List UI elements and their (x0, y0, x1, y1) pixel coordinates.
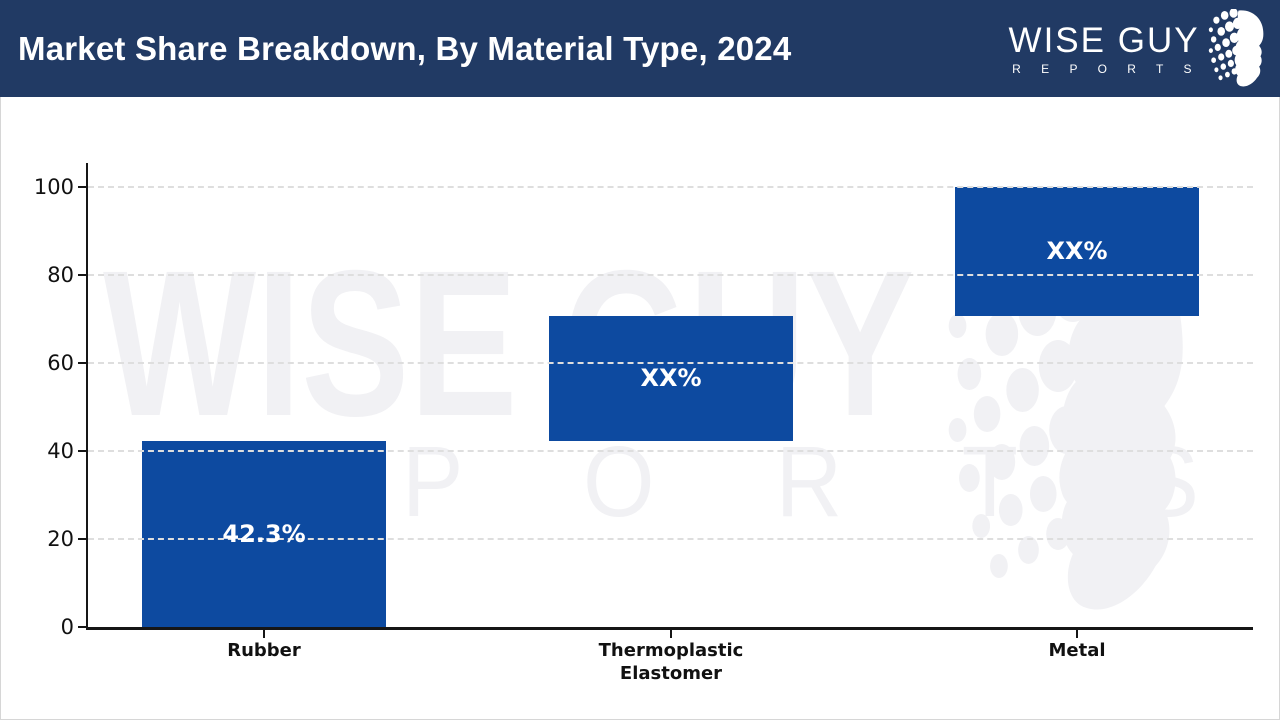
brand-logo: WISE GUY R E P O R T S (1008, 8, 1266, 89)
grid-line (88, 186, 1253, 188)
x-tick-mark (263, 630, 265, 638)
x-tick-mark (670, 630, 672, 638)
y-tick-mark (78, 274, 86, 276)
header-bar: Market Share Breakdown, By Material Type… (0, 0, 1280, 97)
brand-subtitle: R E P O R T S (1012, 61, 1200, 76)
y-tick-mark (78, 450, 86, 452)
grid-line (88, 274, 1253, 276)
y-tick-mark (78, 626, 86, 628)
y-tick-label: 0 (60, 615, 74, 639)
bar-rubber (142, 440, 386, 627)
bar-thermoplastic-elastomer (549, 315, 793, 441)
bar-value-label: XX% (1046, 237, 1108, 266)
bar-value-label: XX% (640, 364, 702, 393)
x-axis-line (86, 627, 1253, 630)
x-tick-label: Thermoplastic Elastomer (598, 640, 744, 684)
x-tick-mark (1076, 630, 1078, 638)
x-tick-label: Rubber (227, 640, 301, 661)
page-title: Market Share Breakdown, By Material Type… (18, 29, 792, 67)
brand-dotted-head-icon (1208, 8, 1264, 87)
brand-logo-text: WISE GUY R E P O R T S (1008, 23, 1200, 75)
y-tick-mark (78, 186, 86, 188)
y-tick-mark (78, 362, 86, 364)
y-tick-label: 60 (47, 351, 74, 375)
bar-value-label: 42.3% (222, 519, 306, 548)
y-tick-label: 40 (47, 439, 74, 463)
y-axis-line (86, 163, 88, 630)
grid-line (88, 362, 1253, 364)
y-tick-label: 80 (47, 263, 74, 287)
brand-name: WISE GUY (1008, 20, 1200, 60)
y-tick-mark (78, 538, 86, 540)
grid-line (88, 450, 1253, 452)
y-tick-label: 100 (33, 175, 74, 199)
x-tick-label: Metal (1048, 640, 1106, 661)
y-tick-label: 20 (47, 527, 74, 551)
grid-line (88, 538, 1253, 540)
